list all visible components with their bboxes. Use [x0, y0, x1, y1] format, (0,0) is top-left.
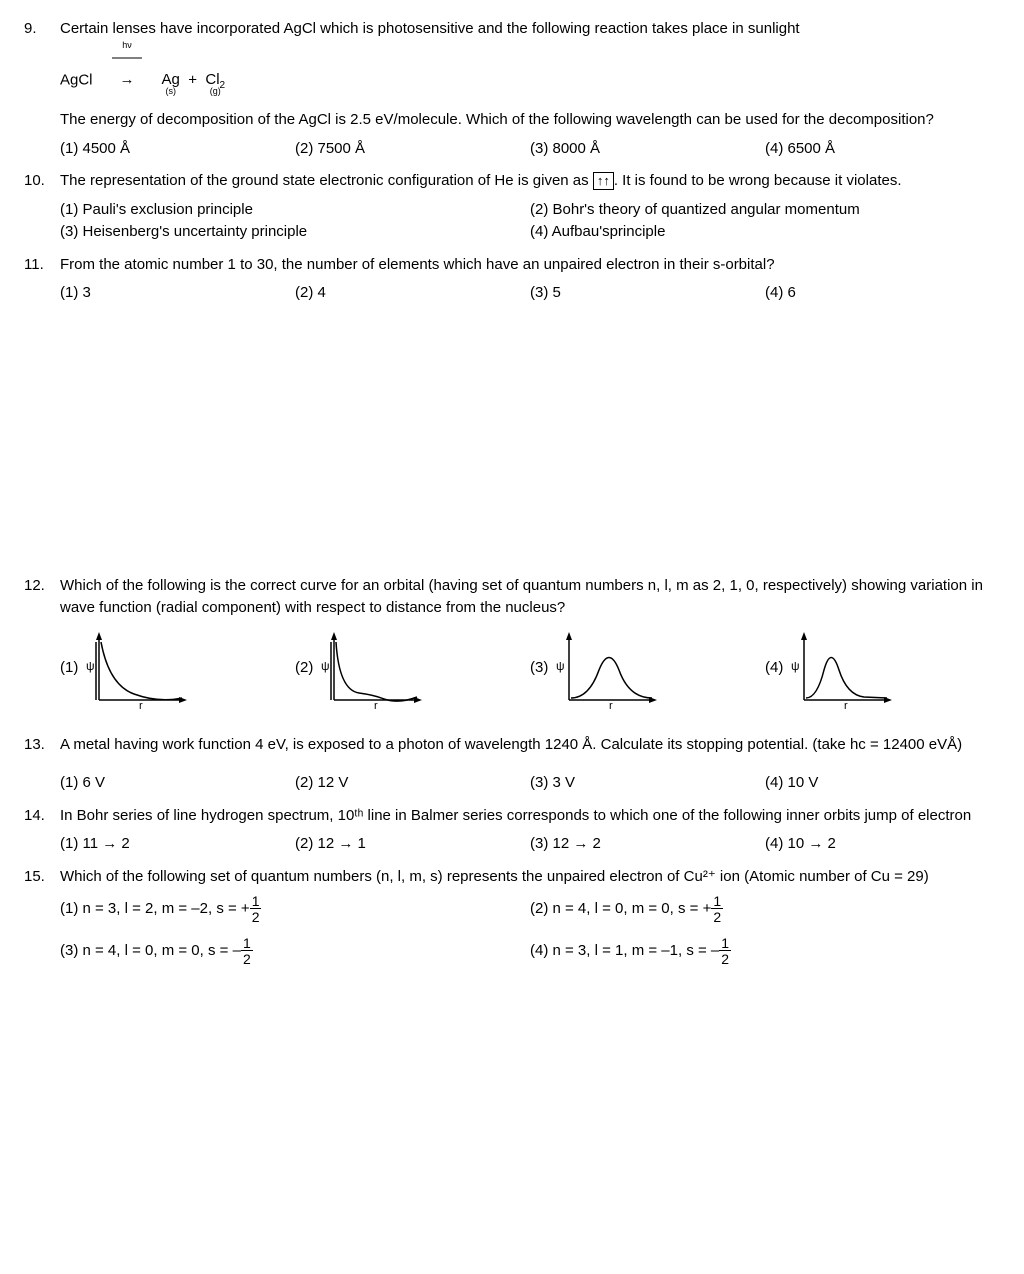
question-text: The representation of the ground state e… — [60, 170, 1000, 193]
opt-text: (4) n = 3, l = 1, m = –1, s = – — [530, 942, 719, 959]
option-2: (2) 12 → 1 — [295, 833, 530, 856]
fraction: 12 — [241, 936, 253, 966]
question-text: Which of the following is the correct cu… — [60, 575, 1000, 620]
option-4: (4) 6 — [765, 282, 1000, 305]
question-13: 13. A metal having work function 4 eV, i… — [24, 734, 1000, 795]
option-4: (4) 10 V — [765, 772, 1000, 795]
question-body: In Bohr series of line hydrogen spectrum… — [60, 805, 1000, 856]
graph-option-1: (1) ψ r — [60, 630, 295, 710]
q10-text-b: . It is found to be wrong because it vio… — [614, 172, 902, 189]
state-g: (g) — [205, 85, 225, 99]
x-axis-label: r — [609, 700, 613, 710]
option-4: (4) 10 → 2 — [765, 833, 1000, 856]
graph-option-4: (4) ψ r — [765, 630, 1000, 710]
q10-text-a: The representation of the ground state e… — [60, 172, 593, 189]
question-15: 15. Which of the following set of quantu… — [24, 866, 1000, 967]
question-body: A metal having work function 4 eV, is ex… — [60, 734, 1000, 795]
question-number: 10. — [24, 170, 60, 244]
option-2: (2) 12 V — [295, 772, 530, 795]
arrow-top-label: hν — [105, 39, 149, 53]
spin-box-icon: ↑↑ — [593, 172, 614, 190]
option-label: (3) — [530, 657, 548, 710]
fraction: 12 — [711, 894, 723, 924]
option-3: (3) 8000 Å — [530, 138, 765, 161]
question-text: A metal having work function 4 eV, is ex… — [60, 734, 1000, 757]
question-body: Which of the following set of quantum nu… — [60, 866, 1000, 967]
question-14: 14. In Bohr series of line hydrogen spec… — [24, 805, 1000, 856]
option-3: (3) 12 → 2 — [530, 833, 765, 856]
graph-2-svg: ψ r — [319, 630, 429, 710]
question-number: 9. — [24, 18, 60, 160]
fraction: 12 — [250, 894, 262, 924]
y-axis-label: ψ — [791, 659, 800, 673]
option-1: (1) Pauli's exclusion principle — [60, 199, 530, 222]
options: (1) 3 (2) 4 (3) 5 (4) 6 — [60, 282, 1000, 305]
question-number: 12. — [24, 575, 60, 724]
x-axis-label: r — [139, 700, 143, 710]
state-s: (s) — [162, 85, 180, 99]
arrow-icon: ——→ — [112, 49, 142, 89]
question-10: 10. The representation of the ground sta… — [24, 170, 1000, 244]
option-4: (4) 6500 Å — [765, 138, 1000, 161]
question-text: Which of the following set of quantum nu… — [60, 866, 1000, 889]
option-4: (4) Aufbau'sprinciple — [530, 221, 1000, 244]
fraction: 12 — [719, 936, 731, 966]
question-11: 11. From the atomic number 1 to 30, the … — [24, 254, 1000, 305]
question-text: Certain lenses have incorporated AgCl wh… — [60, 18, 1000, 41]
option-3: (3) n = 4, l = 0, m = 0, s = –12 — [60, 936, 530, 966]
graph-options: (1) ψ r (2) — [60, 630, 1000, 710]
option-1: (1) 11 → 2 — [60, 833, 295, 856]
page-gap — [24, 315, 1000, 575]
question-text-2: The energy of decomposition of the AgCl … — [60, 109, 1000, 132]
options: (1) n = 3, l = 2, m = –2, s = +12 (2) n … — [60, 894, 1000, 966]
question-body: Certain lenses have incorporated AgCl wh… — [60, 18, 1000, 160]
graph-4-svg: ψ r — [789, 630, 899, 710]
options: (1) 4500 Å (2) 7500 Å (3) 8000 Å (4) 650… — [60, 138, 1000, 161]
y-axis-label: ψ — [556, 659, 565, 673]
option-1: (1) 4500 Å — [60, 138, 295, 161]
option-label: (4) — [765, 657, 783, 710]
option-1: (1) 6 V — [60, 772, 295, 795]
question-body: The representation of the ground state e… — [60, 170, 1000, 244]
option-1: (1) n = 3, l = 2, m = –2, s = +12 — [60, 894, 530, 924]
graph-option-3: (3) ψ r — [530, 630, 765, 710]
option-4: (4) n = 3, l = 1, m = –1, s = –12 — [530, 936, 1000, 966]
question-number: 13. — [24, 734, 60, 795]
y-axis-label: ψ — [321, 659, 330, 673]
option-label: (2) — [295, 657, 313, 710]
opt-text: (1) n = 3, l = 2, m = –2, s = + — [60, 900, 250, 917]
option-label: (1) — [60, 657, 78, 710]
question-body: From the atomic number 1 to 30, the numb… — [60, 254, 1000, 305]
option-3: (3) Heisenberg's uncertainty principle — [60, 221, 530, 244]
option-2: (2) 4 — [295, 282, 530, 305]
option-2: (2) 7500 Å — [295, 138, 530, 161]
question-text: From the atomic number 1 to 30, the numb… — [60, 254, 1000, 277]
graph-1-svg: ψ r — [84, 630, 194, 710]
opt-text: (3) n = 4, l = 0, m = 0, s = – — [60, 942, 241, 959]
question-number: 14. — [24, 805, 60, 856]
question-9: 9. Certain lenses have incorporated AgCl… — [24, 18, 1000, 160]
x-axis-label: r — [374, 700, 378, 710]
graph-3-svg: ψ r — [554, 630, 664, 710]
option-1: (1) 3 — [60, 282, 295, 305]
question-text: In Bohr series of line hydrogen spectrum… — [60, 805, 1000, 828]
options: (1) 6 V (2) 12 V (3) 3 V (4) 10 V — [60, 772, 1000, 795]
options: (1) Pauli's exclusion principle (2) Bohr… — [60, 199, 1000, 244]
opt-text: (2) n = 4, l = 0, m = 0, s = + — [530, 900, 711, 917]
plus-sign: + — [188, 71, 197, 88]
option-3: (3) 3 V — [530, 772, 765, 795]
option-2: (2) Bohr's theory of quantized angular m… — [530, 199, 1000, 222]
graph-option-2: (2) ψ r — [295, 630, 530, 710]
question-number: 11. — [24, 254, 60, 305]
question-number: 15. — [24, 866, 60, 967]
x-axis-label: r — [844, 700, 848, 710]
eq-lhs: AgCl — [60, 71, 93, 88]
options: (1) 11 → 2 (2) 12 → 1 (3) 12 → 2 (4) 10 … — [60, 833, 1000, 856]
equation: AgCl hν ——→ Ag (s) + Cl2 (g) — [60, 47, 1000, 94]
question-12: 12. Which of the following is the correc… — [24, 575, 1000, 724]
option-3: (3) 5 — [530, 282, 765, 305]
option-2: (2) n = 4, l = 0, m = 0, s = +12 — [530, 894, 1000, 924]
question-body: Which of the following is the correct cu… — [60, 575, 1000, 724]
y-axis-label: ψ — [86, 659, 95, 673]
